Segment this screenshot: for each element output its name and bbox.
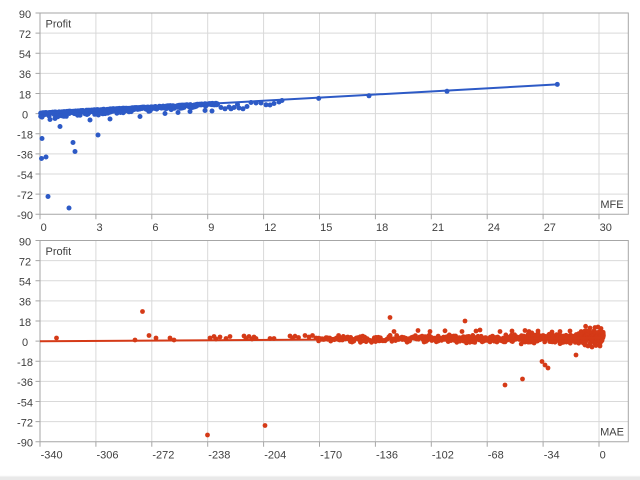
svg-text:-54: -54 (17, 397, 33, 409)
svg-text:-18: -18 (17, 357, 33, 369)
svg-text:-102: -102 (432, 449, 454, 461)
svg-text:MAE: MAE (600, 426, 624, 438)
svg-text:36: 36 (19, 69, 31, 81)
svg-text:-170: -170 (320, 449, 342, 461)
svg-text:-90: -90 (17, 438, 33, 450)
svg-text:9: 9 (208, 222, 214, 234)
svg-text:90: 90 (19, 9, 31, 21)
svg-text:24: 24 (488, 222, 500, 234)
svg-text:-18: -18 (17, 130, 33, 142)
svg-text:-54: -54 (17, 170, 33, 182)
svg-text:0: 0 (600, 449, 606, 461)
svg-text:-272: -272 (152, 449, 174, 461)
svg-text:27: 27 (544, 222, 556, 234)
svg-text:-72: -72 (17, 417, 33, 429)
svg-text:3: 3 (97, 222, 103, 234)
svg-text:54: 54 (19, 49, 31, 61)
svg-text:18: 18 (19, 317, 31, 329)
svg-text:-68: -68 (488, 449, 504, 461)
svg-text:0: 0 (22, 109, 28, 121)
svg-text:72: 72 (19, 256, 31, 268)
svg-text:-36: -36 (17, 377, 33, 389)
svg-text:18: 18 (376, 222, 388, 234)
svg-text:Profit: Profit (46, 246, 72, 258)
svg-text:-34: -34 (544, 449, 560, 461)
svg-text:-204: -204 (264, 449, 286, 461)
svg-text:12: 12 (264, 222, 276, 234)
svg-text:-238: -238 (208, 449, 230, 461)
svg-text:0: 0 (22, 337, 28, 349)
svg-text:72: 72 (19, 29, 31, 41)
svg-text:-72: -72 (17, 190, 33, 202)
svg-text:18: 18 (19, 89, 31, 101)
svg-text:0: 0 (41, 222, 47, 234)
svg-text:-36: -36 (17, 150, 33, 162)
svg-text:90: 90 (19, 236, 31, 248)
svg-text:6: 6 (152, 222, 158, 234)
svg-text:Profit: Profit (46, 19, 72, 31)
svg-text:30: 30 (600, 222, 612, 234)
svg-text:-306: -306 (97, 449, 119, 461)
svg-text:-136: -136 (376, 449, 398, 461)
svg-text:36: 36 (19, 297, 31, 309)
svg-text:54: 54 (19, 277, 31, 289)
svg-text:21: 21 (432, 222, 444, 234)
svg-text:MFE: MFE (600, 199, 623, 211)
svg-text:-90: -90 (17, 210, 33, 222)
svg-text:15: 15 (320, 222, 332, 234)
svg-text:-340: -340 (41, 449, 63, 461)
